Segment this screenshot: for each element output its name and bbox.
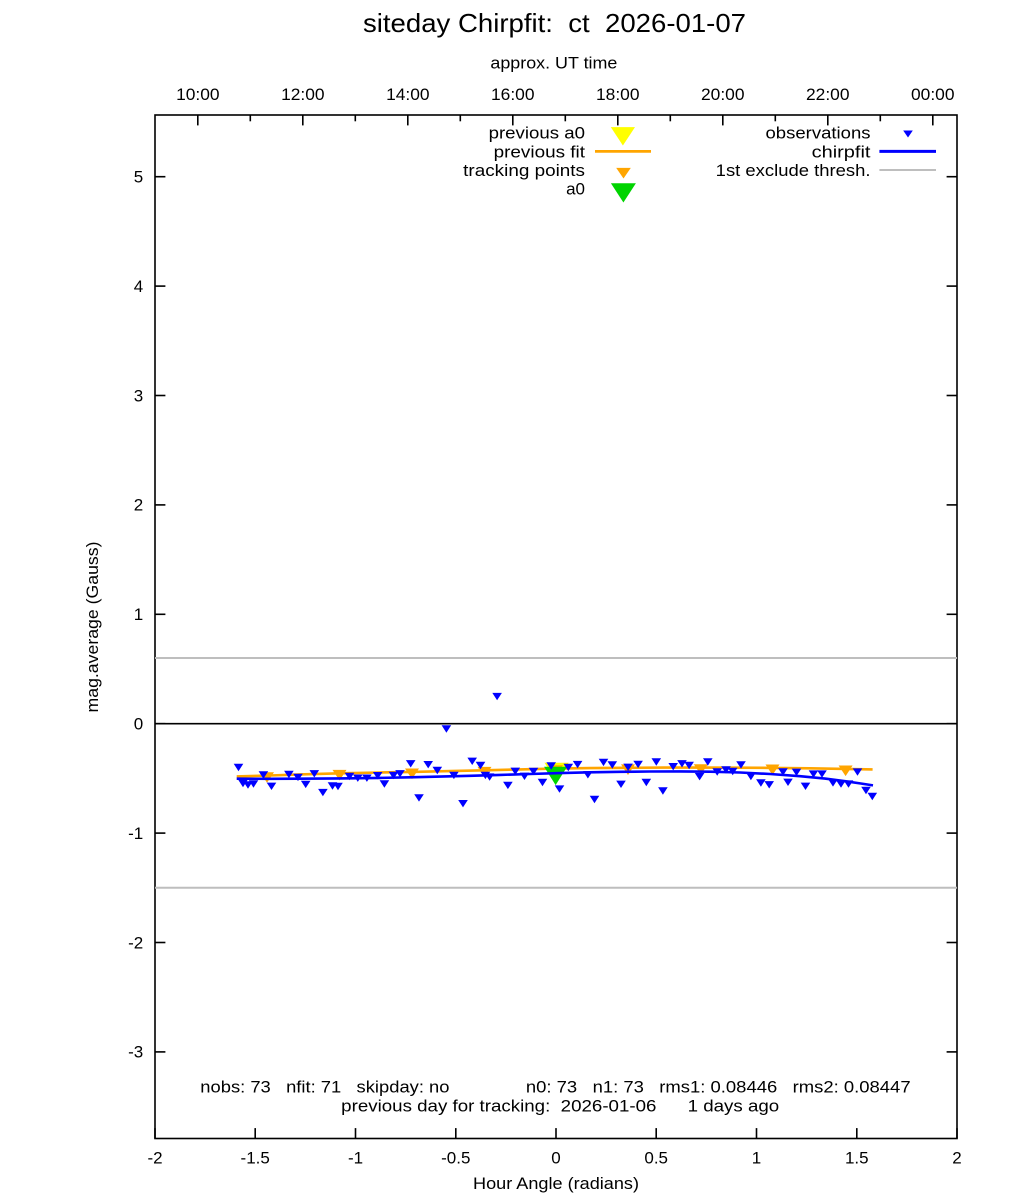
svg-text:20:00: 20:00 [701,85,745,104]
svg-text:16:00: 16:00 [491,85,535,104]
svg-text:4: 4 [134,277,143,296]
svg-text:a0: a0 [566,180,585,199]
svg-text:nobs: 73 nfit: 71 skipday:: nobs: 73 nfit: 71 skipday: no [200,1078,449,1097]
svg-text:1.5: 1.5 [845,1148,869,1167]
svg-text:observations: observations [766,124,871,143]
svg-text:-2: -2 [147,1148,162,1167]
svg-text:tracking points: tracking points [463,161,585,180]
svg-text:0: 0 [134,715,143,734]
svg-text:-1: -1 [128,824,143,843]
svg-text:siteday Chirpfit: ct 2026-01: siteday Chirpfit: ct 2026-01-07 [363,8,746,38]
svg-text:previous fit: previous fit [494,142,586,161]
svg-text:5: 5 [134,168,143,187]
svg-text:chirpfit: chirpfit [812,142,871,161]
svg-text:previous day for tracking: 20: previous day for tracking: 2026-01-06 1 … [341,1096,779,1115]
svg-text:previous a0: previous a0 [489,124,585,143]
svg-text:2: 2 [134,496,143,515]
svg-text:2: 2 [952,1148,961,1167]
svg-text:-2: -2 [128,933,143,952]
svg-text:-3: -3 [128,1043,143,1062]
svg-text:14:00: 14:00 [386,85,430,104]
svg-text:00:00: 00:00 [911,85,955,104]
svg-text:1st exclude thresh.: 1st exclude thresh. [716,161,871,180]
svg-text:-1: -1 [348,1148,363,1167]
svg-text:3: 3 [134,386,143,405]
svg-text:mag.average (Gauss): mag.average (Gauss) [83,542,102,713]
svg-text:0: 0 [551,1148,560,1167]
svg-text:-0.5: -0.5 [441,1148,470,1167]
svg-text:Hour Angle (radians): Hour Angle (radians) [473,1174,639,1193]
svg-text:18:00: 18:00 [596,85,640,104]
svg-text:n0: 73 n1: 73 rms1: 0.0844: n0: 73 n1: 73 rms1: 0.08446 rms2: 0.0844… [526,1078,911,1097]
svg-text:approx. UT time: approx. UT time [490,54,617,73]
svg-text:22:00: 22:00 [806,85,850,104]
svg-text:12:00: 12:00 [281,85,325,104]
svg-text:0.5: 0.5 [644,1148,668,1167]
svg-text:-1.5: -1.5 [241,1148,270,1167]
svg-text:10:00: 10:00 [176,85,220,104]
svg-text:1: 1 [134,605,143,624]
svg-text:1: 1 [752,1148,761,1167]
